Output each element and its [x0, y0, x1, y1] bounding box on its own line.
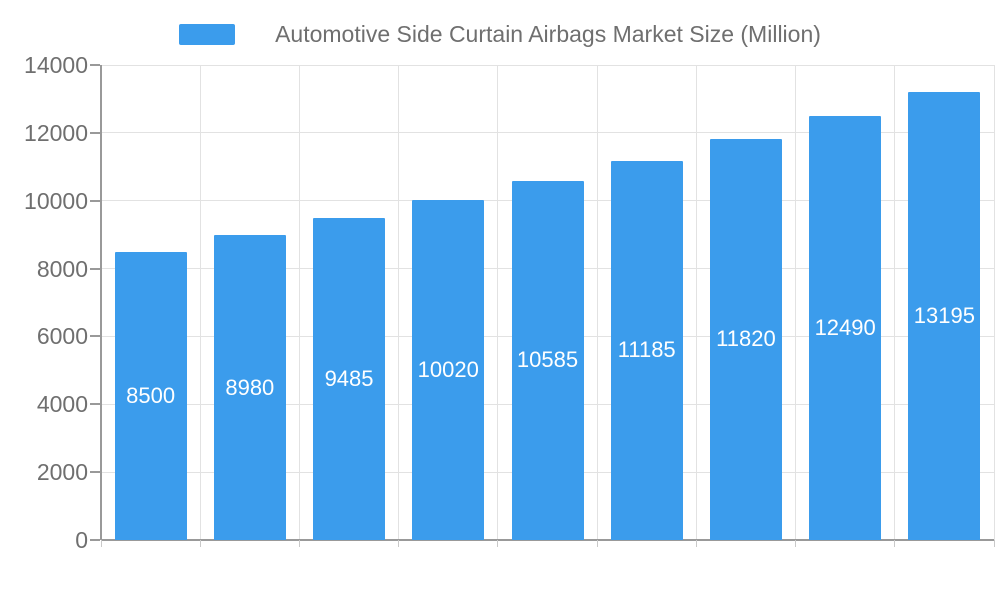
bar-value-label: 12490: [814, 315, 876, 341]
bar-value-label: 10020: [417, 357, 479, 383]
x-gridline: [695, 65, 697, 540]
bar: [313, 218, 386, 540]
x-axis-tick: [298, 540, 300, 547]
x-gridline: [199, 65, 201, 540]
y-axis-tick: [90, 267, 100, 270]
bar-value-label: 11820: [716, 326, 776, 352]
x-gridline: [993, 65, 995, 540]
y-axis-tick: [90, 335, 100, 338]
bar-value-label: 9485: [324, 366, 374, 392]
bar: [412, 200, 485, 540]
y-axis-label: 14000: [24, 52, 88, 78]
bar-value-label: 13195: [913, 303, 975, 329]
y-axis-label: 0: [75, 527, 88, 553]
y-axis-label: 4000: [36, 391, 88, 418]
legend-item[interactable]: Automotive Side Curtain Airbags Market S…: [0, 18, 1000, 50]
y-axis-label: 10000: [24, 187, 88, 214]
bar-value-label: 10585: [516, 347, 579, 373]
plot-area: 0200040006000800010000120001400020252026…: [24, 52, 995, 553]
bar: [213, 235, 286, 540]
x-gridline: [398, 65, 400, 540]
x-axis-tick: [795, 540, 797, 547]
y-gridline: [101, 132, 994, 134]
bar: [610, 160, 683, 540]
x-axis-tick: [100, 540, 102, 547]
x-gridline: [894, 65, 896, 540]
y-axis-line: [100, 65, 102, 540]
legend-swatch: [179, 23, 236, 45]
bar: [114, 251, 187, 540]
x-axis-tick: [894, 540, 896, 547]
y-axis-tick: [90, 539, 100, 541]
bar: [809, 116, 882, 540]
bar: [511, 180, 584, 540]
x-gridline: [795, 65, 797, 540]
x-axis-line: [101, 539, 994, 541]
bar-value-label: 11185: [617, 337, 676, 363]
x-axis-tick: [398, 540, 400, 547]
y-axis-tick: [90, 64, 100, 66]
bar: [709, 138, 782, 540]
y-gridline: [101, 64, 994, 66]
y-axis-label: 8000: [36, 255, 88, 282]
y-axis-tick: [90, 131, 100, 134]
x-axis-tick: [497, 540, 499, 547]
y-axis-label: 12000: [24, 119, 88, 146]
y-axis-label: 2000: [36, 459, 88, 486]
y-axis-label: 6000: [36, 323, 88, 350]
bar-value-label: 8500: [126, 382, 176, 408]
y-axis-tick: [90, 471, 100, 474]
bar: [908, 92, 981, 540]
x-axis-tick: [199, 540, 201, 547]
y-axis-tick: [90, 199, 100, 202]
y-axis-tick: [90, 403, 100, 406]
x-axis-tick: [993, 540, 995, 547]
x-axis-tick: [596, 540, 598, 547]
x-gridline: [596, 65, 598, 540]
x-axis-tick: [695, 540, 697, 547]
x-gridline: [497, 65, 499, 540]
x-gridline: [298, 65, 300, 540]
bar-value-label: 8980: [225, 374, 275, 400]
legend-label: Automotive Side Curtain Airbags Market S…: [275, 20, 821, 47]
